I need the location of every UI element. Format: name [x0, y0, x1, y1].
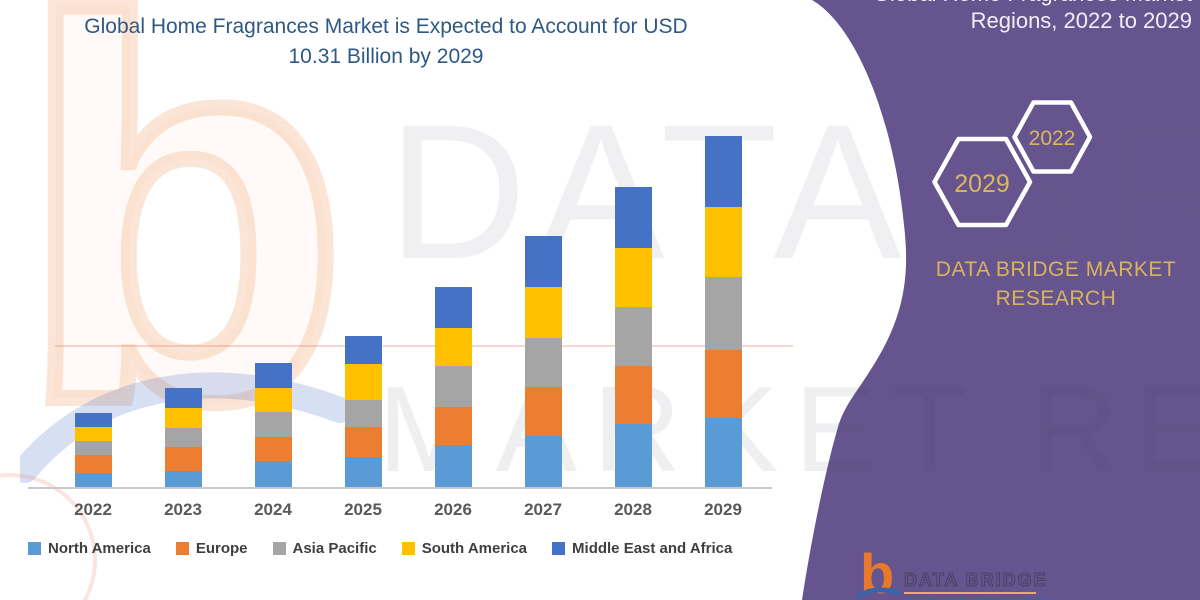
- bar-segment-2025-europe: [344, 426, 382, 457]
- stacked-bar-2025: [344, 336, 382, 488]
- bar-segment-2029-north-america: [704, 418, 742, 488]
- bar-segment-2026-middle-east-and-africa: [434, 287, 472, 329]
- stacked-bar-2023: [164, 387, 202, 488]
- legend-label: Europe: [195, 540, 248, 557]
- bar-segment-2028-asia-pacific: [614, 307, 652, 367]
- bar-segment-2024-middle-east-and-africa: [254, 363, 292, 389]
- bar-segment-2027-south-america: [524, 286, 562, 338]
- legend-label: Asia Pacific: [292, 540, 377, 557]
- legend-swatch-icon: [401, 542, 415, 555]
- x-axis-label-2029: 2029: [704, 500, 742, 519]
- x-axis-label-2027: 2027: [524, 500, 562, 519]
- x-axis-label-2025: 2025: [344, 500, 382, 519]
- hexagon-2029-label: 2029: [954, 170, 1010, 198]
- bar-segment-2023-south-america: [164, 407, 202, 428]
- footer-brand-name: DATA BRIDGE: [904, 570, 1048, 591]
- bar-segment-2022-middle-east-and-africa: [74, 412, 112, 427]
- bar-segment-2029-middle-east-and-africa: [704, 136, 742, 208]
- legend-label: Middle East and Africa: [572, 540, 733, 557]
- footer-swoosh-icon: [856, 587, 902, 600]
- bar-segment-2024-europe: [254, 437, 292, 461]
- x-axis-label-2024: 2024: [254, 500, 292, 519]
- legend-item-south-america: South America: [401, 540, 528, 557]
- bar-segment-2028-south-america: [614, 248, 652, 308]
- legend-item-north-america: North America: [28, 540, 151, 557]
- chart-legend: North America Europe Asia Pacific South Ame…: [28, 540, 732, 557]
- legend-swatch-icon: [175, 542, 189, 555]
- brand-name-text: DATA BRIDGE MARKET RESEARCH: [920, 255, 1192, 313]
- stacked-bar-2028: [614, 186, 652, 488]
- bar-segment-2024-asia-pacific: [254, 412, 292, 438]
- bar-segment-2022-north-america: [74, 473, 112, 488]
- bar-segment-2023-europe: [164, 447, 202, 471]
- bar-segment-2023-north-america: [164, 470, 202, 488]
- dbmr-footer-logo: b DATA BRIDGE MARKET RESEARCH: [856, 546, 1196, 600]
- bar-segment-2028-europe: [614, 366, 652, 425]
- bar-segment-2025-middle-east-and-africa: [344, 336, 382, 365]
- legend-swatch-icon: [28, 542, 41, 555]
- bar-segment-2022-europe: [74, 454, 112, 473]
- bar-segment-2025-south-america: [344, 364, 382, 400]
- stacked-bar-2026: [434, 287, 472, 488]
- panel-clipped-caption: Global Home Fragrances Market (USD Billi…: [820, 0, 1192, 8]
- footer-brand-tagline: MARKET RESEARCH: [904, 596, 1056, 600]
- bar-segment-2028-north-america: [614, 424, 652, 488]
- bar-segment-2023-asia-pacific: [164, 427, 202, 448]
- x-axis-label-2022: 2022: [74, 500, 112, 519]
- legend-item-europe: Europe: [175, 540, 248, 557]
- legend-label: South America: [421, 540, 528, 557]
- bar-segment-2022-south-america: [74, 426, 112, 441]
- x-axis-label-2023: 2023: [164, 500, 202, 519]
- stacked-bar-2022: [74, 412, 112, 488]
- legend-item-asia-pacific: Asia Pacific: [272, 540, 377, 557]
- bar-segment-2029-south-america: [704, 207, 742, 278]
- stacked-bar-2027: [524, 235, 562, 488]
- footer-underline: [904, 592, 1036, 594]
- bar-segment-2024-north-america: [254, 461, 292, 488]
- bar-segment-2026-north-america: [434, 445, 472, 488]
- stacked-bar-2029: [704, 136, 742, 488]
- bar-segment-2027-north-america: [524, 436, 562, 488]
- bar-segment-2023-middle-east-and-africa: [164, 387, 202, 408]
- bar-segment-2026-europe: [434, 407, 472, 445]
- x-axis-line: [28, 487, 772, 489]
- legend-label: North America: [48, 540, 151, 557]
- chart-title: Global Home Fragrances Market is Expecte…: [30, 12, 742, 72]
- bar-segment-2026-asia-pacific: [434, 366, 472, 408]
- legend-swatch-icon: [552, 542, 566, 555]
- brand-line1: DATA BRIDGE MARKET: [935, 258, 1177, 281]
- bar-segment-2024-south-america: [254, 388, 292, 413]
- stacked-bar-2024: [254, 363, 292, 488]
- bar-segment-2022-asia-pacific: [74, 440, 112, 455]
- bar-segment-2028-middle-east-and-africa: [614, 186, 652, 249]
- year-hexagons-icon: [932, 100, 1093, 228]
- hexagon-2022-label: 2022: [1028, 127, 1076, 150]
- legend-swatch-icon: [272, 542, 286, 555]
- brand-line2: RESEARCH: [995, 287, 1117, 310]
- bar-segment-2029-asia-pacific: [704, 277, 742, 351]
- salmon-line-watermark: [55, 345, 793, 347]
- chart-title-line1: Global Home Fragrances Market is Expecte…: [84, 15, 688, 38]
- x-axis-label-2028: 2028: [614, 500, 652, 519]
- bar-segment-2026-south-america: [434, 328, 472, 367]
- bar-segment-2025-north-america: [344, 456, 382, 488]
- bar-segment-2029-europe: [704, 350, 742, 418]
- bar-chart: [28, 100, 772, 488]
- chart-title-line2: 10.31 Billion by 2029: [288, 45, 484, 68]
- bar-segment-2025-asia-pacific: [344, 399, 382, 427]
- bar-segment-2027-asia-pacific: [524, 337, 562, 387]
- x-axis-label-2026: 2026: [434, 500, 472, 519]
- bar-segment-2027-europe: [524, 386, 562, 437]
- bar-segment-2027-middle-east-and-africa: [524, 235, 562, 287]
- panel-subtitle: Regions, 2022 to 2029: [970, 8, 1192, 33]
- legend-item-middle-east-and-africa: Middle East and Africa: [552, 540, 732, 557]
